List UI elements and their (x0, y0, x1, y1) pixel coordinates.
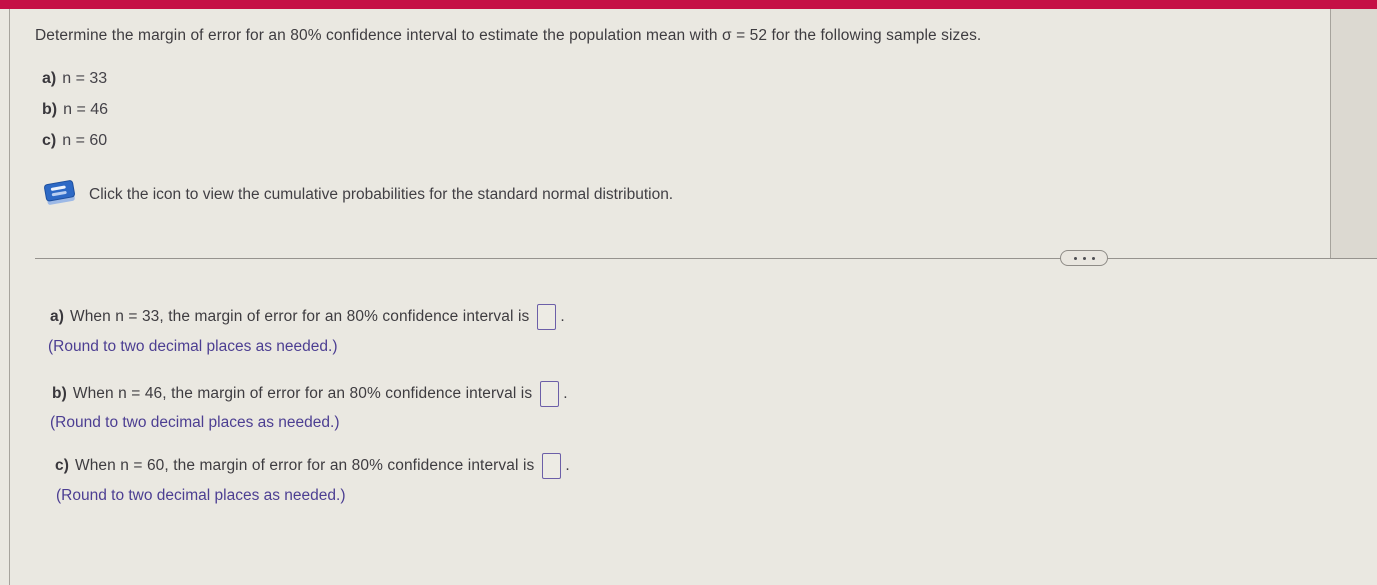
answer-c-input[interactable] (542, 453, 562, 479)
answer-a-hint: (Round to two decimal places as needed.) (48, 338, 338, 355)
answer-b-text: When n = 46, the margin of error for an … (72, 385, 533, 402)
left-border-rule (9, 9, 10, 585)
section-divider (35, 258, 1377, 259)
part-c-label: c) (42, 132, 57, 149)
horizontal-ellipsis-icon[interactable] (1060, 250, 1108, 266)
question-prompt: Determine the margin of error for an 80%… (35, 27, 982, 44)
answer-row-c: c) When n = 60, the margin of error for … (55, 453, 570, 479)
answer-b-period: . (563, 385, 568, 402)
part-b-value: n = 46 (63, 101, 109, 118)
right-margin-strip (1330, 9, 1377, 258)
answer-row-b: b) When n = 46, the margin of error for … (52, 381, 568, 407)
answer-c-text: When n = 60, the margin of error for an … (74, 457, 535, 474)
answer-a-label: a) (50, 308, 64, 325)
answer-b-hint: (Round to two decimal places as needed.) (50, 414, 340, 431)
question-part-c: c) n = 60 (42, 132, 107, 150)
icon-note-text: Click the icon to view the cumulative pr… (89, 185, 674, 203)
ellipsis-dot (1091, 256, 1095, 260)
part-c-value: n = 60 (62, 132, 108, 149)
answer-b-label: b) (52, 385, 67, 402)
answer-row-a: a) When n = 33, the margin of error for … (50, 304, 565, 330)
question-part-a: a) n = 33 (42, 70, 107, 88)
part-a-label: a) (42, 70, 57, 87)
answer-a-input[interactable] (537, 304, 557, 330)
answer-c-hint: (Round to two decimal places as needed.) (56, 487, 346, 504)
answer-a-period: . (560, 308, 565, 325)
ellipsis-dot (1073, 256, 1077, 260)
part-b-label: b) (42, 101, 58, 118)
probability-table-note: Click the icon to view the cumulative pr… (42, 176, 673, 213)
answer-a-text: When n = 33, the margin of error for an … (69, 308, 530, 325)
answer-b-input[interactable] (540, 381, 560, 407)
answer-c-label: c) (55, 457, 69, 474)
answer-c-period: . (565, 457, 570, 474)
ellipsis-dot (1082, 256, 1086, 260)
book-icon[interactable] (42, 176, 79, 213)
top-accent-bar (0, 0, 1377, 9)
question-part-b: b) n = 46 (42, 101, 108, 119)
part-a-value: n = 33 (62, 70, 108, 87)
